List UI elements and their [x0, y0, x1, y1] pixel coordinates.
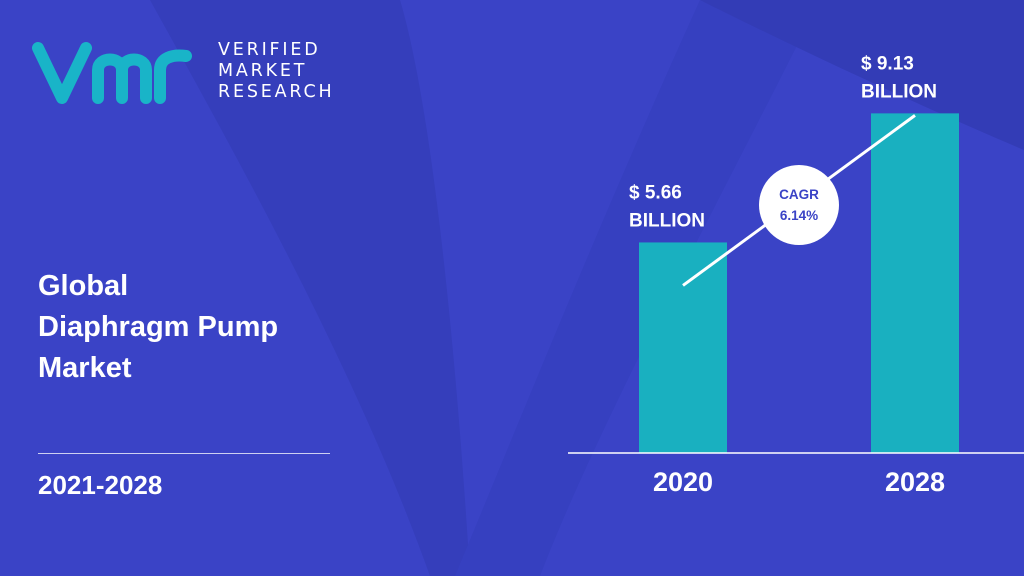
- forecast-period: 2021-2028: [38, 470, 163, 500]
- report-title: Global Diaphragm Pump Market: [38, 266, 358, 389]
- brand-name-line: MARKET: [218, 61, 308, 81]
- divider: [38, 453, 330, 454]
- brand-name-line: VERIFIED: [218, 40, 321, 60]
- data-label: BILLION: [861, 81, 937, 102]
- data-label: BILLION: [629, 210, 705, 231]
- x-tick-label: 2020: [653, 467, 713, 497]
- report-title-line: Market: [38, 352, 132, 384]
- background-v-shape: [455, 0, 820, 576]
- cagr-label: CAGR: [779, 187, 819, 202]
- brand-name: VERIFIED MARKET RESEARCH: [218, 40, 334, 103]
- report-title-line: Global: [38, 270, 129, 302]
- background-curve-shape: [700, 0, 1024, 150]
- report-title-line: Diaphragm Pump: [38, 311, 279, 343]
- cagr-label: 6.14%: [780, 208, 818, 223]
- brand-logo: VERIFIED MARKET RESEARCH: [32, 40, 332, 110]
- data-label: $ 9.13: [861, 53, 914, 74]
- bar-2028: [871, 113, 959, 453]
- data-label: $ 5.66: [629, 182, 682, 203]
- background-v-shape: [150, 0, 470, 576]
- vmr-logo-icon: [32, 42, 192, 104]
- x-tick-label: 2028: [885, 467, 945, 497]
- brand-name-line: RESEARCH: [218, 82, 335, 102]
- bar-2020: [639, 242, 727, 453]
- cagr-badge: [759, 165, 839, 245]
